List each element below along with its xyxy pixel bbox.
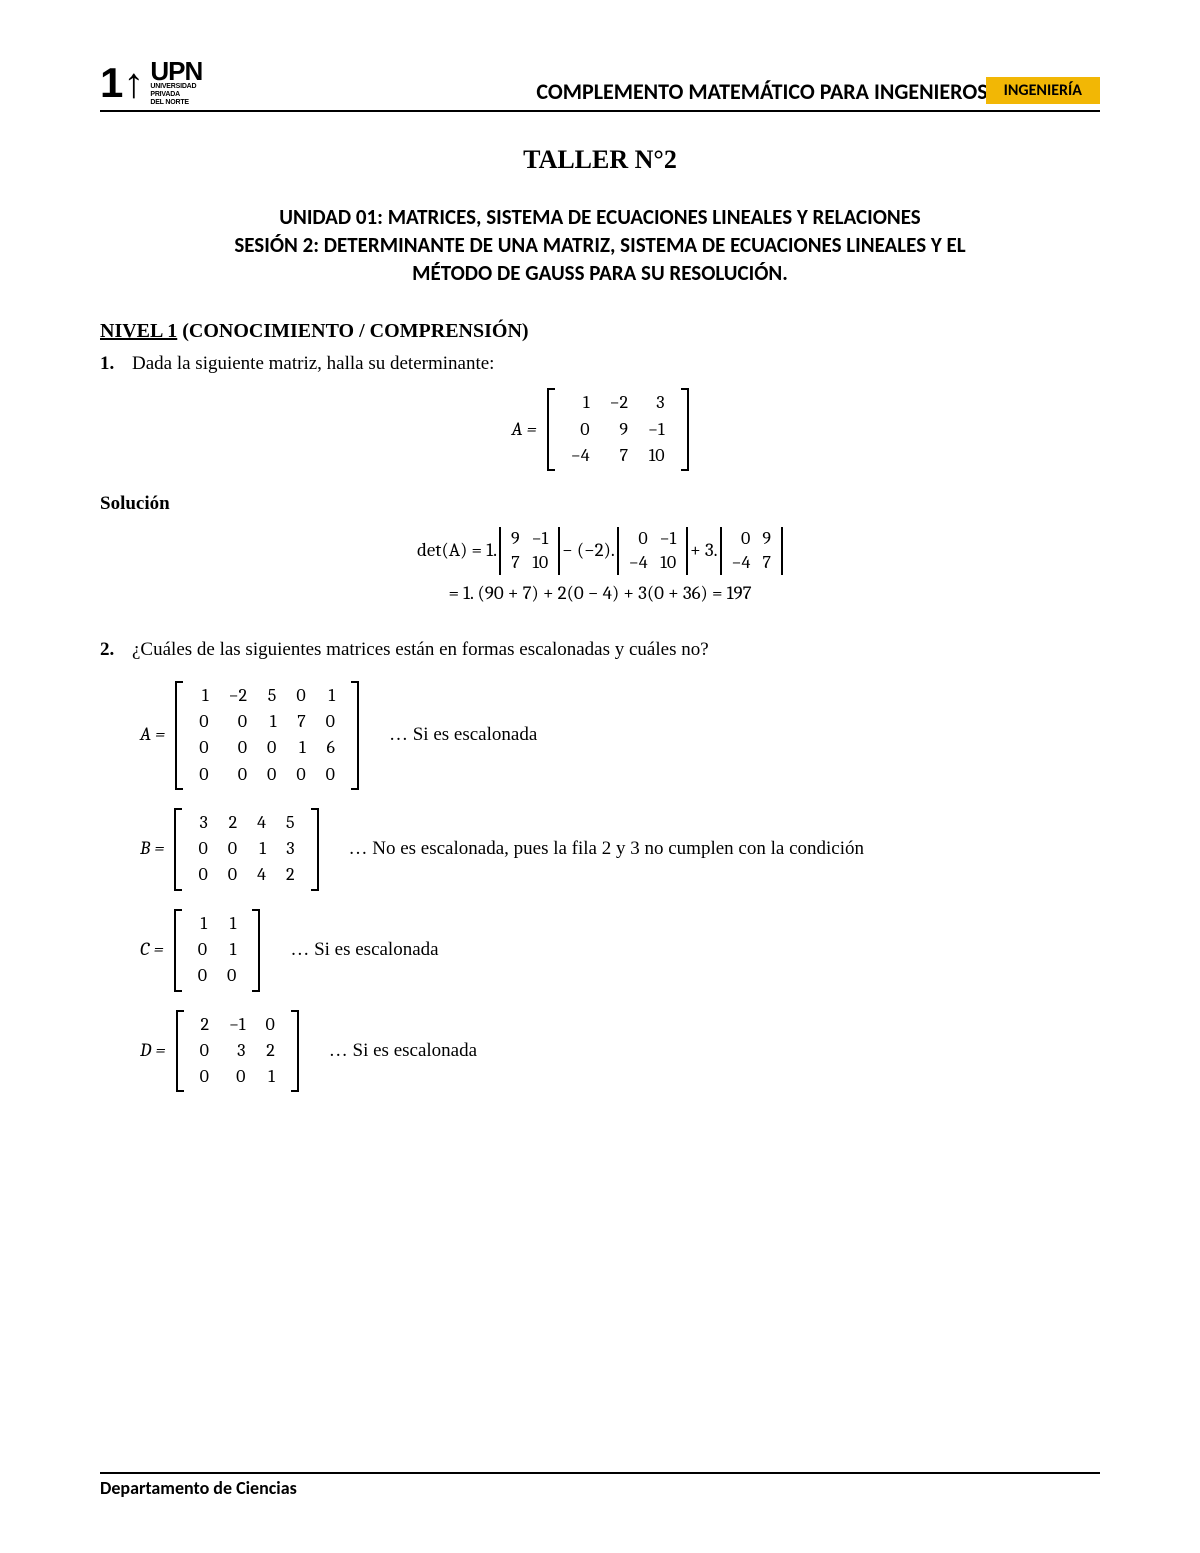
- q1-matrix: 1−2309−1−4710: [547, 388, 689, 471]
- det-minor-2: 0−1−410: [617, 527, 688, 576]
- q1-number: 1.: [100, 351, 122, 377]
- matrix-name: B =: [140, 836, 164, 862]
- logo-sub3: DEL NORTE: [150, 99, 202, 107]
- det-minor-1: 9−1710: [499, 527, 560, 576]
- q2-item: A = 1−2501001700001600000 … Si es escalona…: [140, 681, 1100, 790]
- logo-sub1: UNIVERSIDAD: [150, 83, 202, 91]
- q2-item: D = 2−10032001 … Si es escalonada: [140, 1010, 1100, 1093]
- det-prefix: det(A) = 1.: [417, 538, 497, 564]
- question-2: 2. ¿Cuáles de las siguientes matrices es…: [100, 637, 1100, 663]
- matrix-name: D =: [140, 1038, 166, 1064]
- q2-text: ¿Cuáles de las siguientes matrices están…: [132, 637, 709, 663]
- det-result: = 1. (90 + 7) + 2(0 − 4) + 3(0 + 36) = 1…: [100, 581, 1100, 607]
- q2-item: B = 324500130042 … No es escalonada, pues …: [140, 808, 1100, 891]
- page-title: TALLER N°2: [100, 142, 1100, 177]
- logo: 1↑ UPN UNIVERSIDAD PRIVADA DEL NORTE: [100, 60, 202, 106]
- matrix: 110100: [174, 909, 261, 992]
- matrix-annotation: … Si es escalonada: [329, 1038, 477, 1064]
- matrix: 2−10032001: [176, 1010, 299, 1093]
- q2-number: 2.: [100, 637, 122, 663]
- matrix-annotation: … Si es escalonada: [389, 722, 537, 748]
- q1-text: Dada la siguiente matriz, halla su deter…: [132, 351, 494, 377]
- faculty-badge: INGENIERÍA: [986, 77, 1100, 105]
- unit-line3: MÉTODO DE GAUSS PARA SU RESOLUCIÓN.: [100, 259, 1100, 287]
- q2-matrices-list: A = 1−2501001700001600000 … Si es escalona…: [140, 681, 1100, 1093]
- unit-block: UNIDAD 01: MATRICES, SISTEMA DE ECUACION…: [100, 203, 1100, 288]
- question-1: 1. Dada la siguiente matriz, halla su de…: [100, 351, 1100, 377]
- matrix-name: C =: [140, 937, 164, 963]
- logo-text: UPN UNIVERSIDAD PRIVADA DEL NORTE: [150, 60, 202, 106]
- page-header: 1↑ UPN UNIVERSIDAD PRIVADA DEL NORTE COM…: [100, 60, 1100, 112]
- matrix: 324500130042: [174, 808, 318, 891]
- level-desc: (CONOCIMIENTO / COMPRENSIÓN): [182, 320, 528, 342]
- q1-matrix-display: A = 1−2309−1−4710: [100, 388, 1100, 471]
- det-minor-3: 09−47: [720, 527, 783, 576]
- header-right: COMPLEMENTO MATEMÁTICO PARA INGENIEROS I…: [536, 77, 1100, 107]
- q2-item: C = 110100 … Si es escalonada: [140, 909, 1100, 992]
- matrix-annotation: … Si es escalonada: [290, 937, 438, 963]
- logo-sub2: PRIVADA: [150, 91, 202, 99]
- matrix: 1−2501001700001600000: [175, 681, 359, 790]
- matrix-name: A =: [140, 722, 165, 748]
- unit-line1: UNIDAD 01: MATRICES, SISTEMA DE ECUACION…: [100, 203, 1100, 231]
- page-footer: Departamento de Ciencias: [100, 1472, 1100, 1500]
- unit-line2: SESIÓN 2: DETERMINANTE DE UNA MATRIZ, SI…: [100, 231, 1100, 259]
- q1-solution: det(A) = 1. 9−1710 − (−2). 0−1−410 + 3. …: [100, 527, 1100, 607]
- det-op1: − (−2).: [562, 538, 615, 564]
- q1-matrix-name: A =: [511, 417, 536, 443]
- solution-label: Solución: [100, 491, 1100, 517]
- det-op2: + 3.: [690, 538, 717, 564]
- course-title: COMPLEMENTO MATEMÁTICO PARA INGENIEROS: [536, 77, 987, 107]
- matrix-annotation: … No es escalonada, pues la fila 2 y 3 n…: [349, 836, 865, 862]
- logo-brand: UPN: [150, 60, 202, 83]
- level-heading: NIVEL 1 (CONOCIMIENTO / COMPRENSIÓN): [100, 318, 1100, 345]
- level-label: NIVEL 1: [100, 320, 177, 342]
- logo-arrow-icon: 1↑: [100, 66, 144, 100]
